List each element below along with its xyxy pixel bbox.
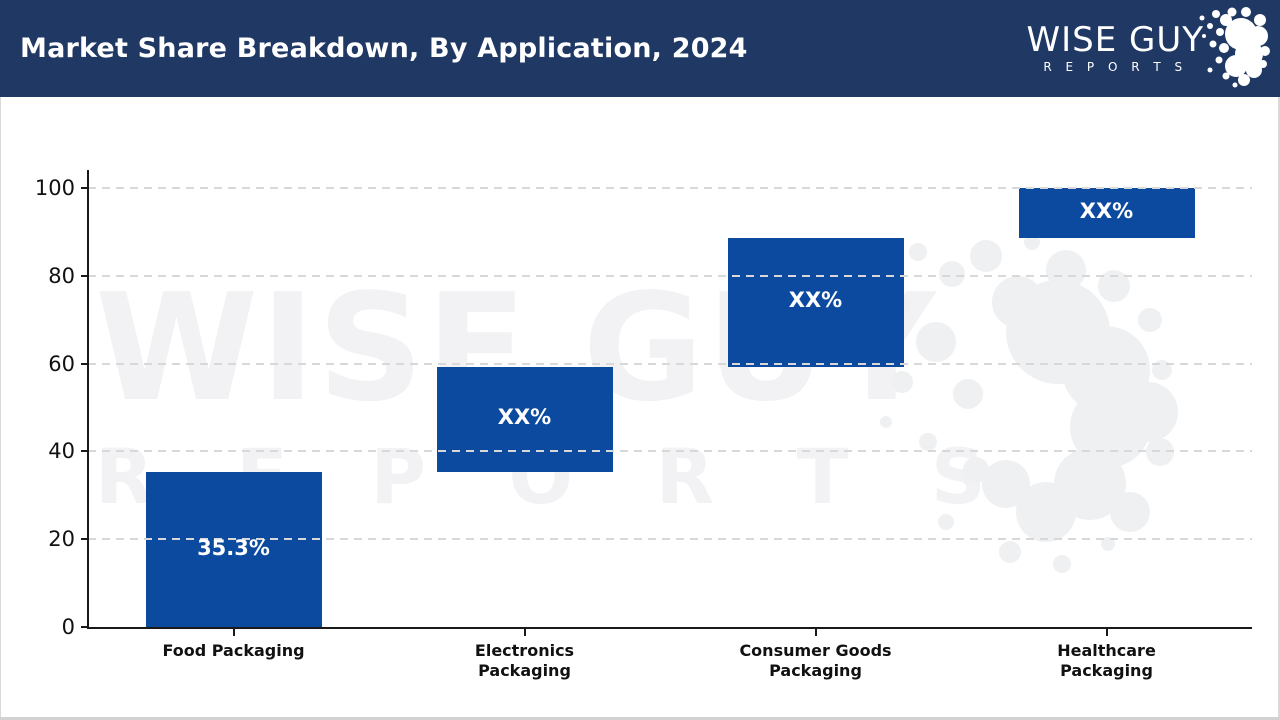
- logo-tagline: R E P O R T S: [1043, 60, 1188, 74]
- bar-value-label: XX%: [788, 288, 843, 313]
- bar-segment: [145, 472, 322, 627]
- x-category-label: Electronics Packaging: [410, 641, 640, 681]
- header-bar: Market Share Breakdown, By Application, …: [0, 0, 1280, 97]
- y-axis-line: [87, 170, 89, 629]
- gridline-60: [88, 362, 1252, 365]
- dotted-head-profile-icon: [1199, 7, 1270, 88]
- bar-segment: [1018, 188, 1195, 238]
- x-axis-line: [87, 627, 1252, 629]
- x-tick: [814, 629, 817, 636]
- x-category-label-line: Packaging: [1060, 661, 1153, 680]
- page-border-right: [1278, 97, 1280, 720]
- x-tick: [232, 629, 235, 636]
- logo-wordmark-block: WISE GUY R E P O R T S: [1026, 22, 1204, 75]
- x-tick: [1105, 629, 1108, 636]
- y-tick-20: [81, 538, 88, 541]
- x-category-label: Healthcare Packaging: [992, 641, 1222, 681]
- bar-value-label: XX%: [497, 405, 552, 430]
- y-tick-label-40: 40: [48, 439, 75, 464]
- gridline-40: [88, 450, 1252, 453]
- gridline-80: [88, 274, 1252, 277]
- y-tick-label-80: 80: [48, 263, 75, 288]
- wiseguy-logo: WISE GUY R E P O R T S: [1016, 0, 1270, 97]
- x-category-label-line: Healthcare: [1057, 641, 1156, 660]
- x-category-label-line: Consumer Goods: [739, 641, 892, 660]
- y-tick-60: [81, 362, 88, 365]
- x-category-label-line: Electronics: [474, 641, 575, 660]
- watermark-head-pattern-icon: [873, 234, 1178, 573]
- x-category-label-line: Food Packaging: [162, 641, 305, 660]
- y-tick-label-60: 60: [48, 351, 75, 376]
- bar-segment: [436, 366, 613, 473]
- x-category-label: Consumer Goods Packaging: [701, 641, 931, 681]
- y-tick-label-20: 20: [48, 527, 75, 552]
- y-tick-label-0: 0: [61, 615, 75, 639]
- page-border-bottom: [0, 717, 1280, 720]
- y-tick-40: [81, 450, 88, 453]
- page-border-left: [0, 97, 1, 720]
- logo-wordmark: WISE GUY: [1026, 20, 1204, 60]
- y-tick-label-100: 100: [34, 176, 75, 200]
- gridline-100: [88, 187, 1252, 189]
- chart-title: Market Share Breakdown, By Application, …: [20, 33, 748, 64]
- x-category-label-line: Packaging: [478, 661, 571, 680]
- bar-value-label: XX%: [1079, 198, 1134, 223]
- y-tick-0: [81, 626, 88, 628]
- bar-value-label: 35.3%: [197, 535, 270, 560]
- waterfall-chart: WISE GUY R E P O R T S 0 20 40 60 80 100 35.3%…: [0, 97, 1280, 717]
- x-category-label: Food Packaging: [119, 641, 349, 661]
- x-category-label-line: Packaging: [769, 661, 862, 680]
- y-tick-100: [81, 187, 88, 189]
- x-tick: [523, 629, 526, 636]
- gridline-20: [88, 538, 1252, 541]
- y-tick-80: [81, 274, 88, 277]
- bar-segment: [727, 237, 904, 367]
